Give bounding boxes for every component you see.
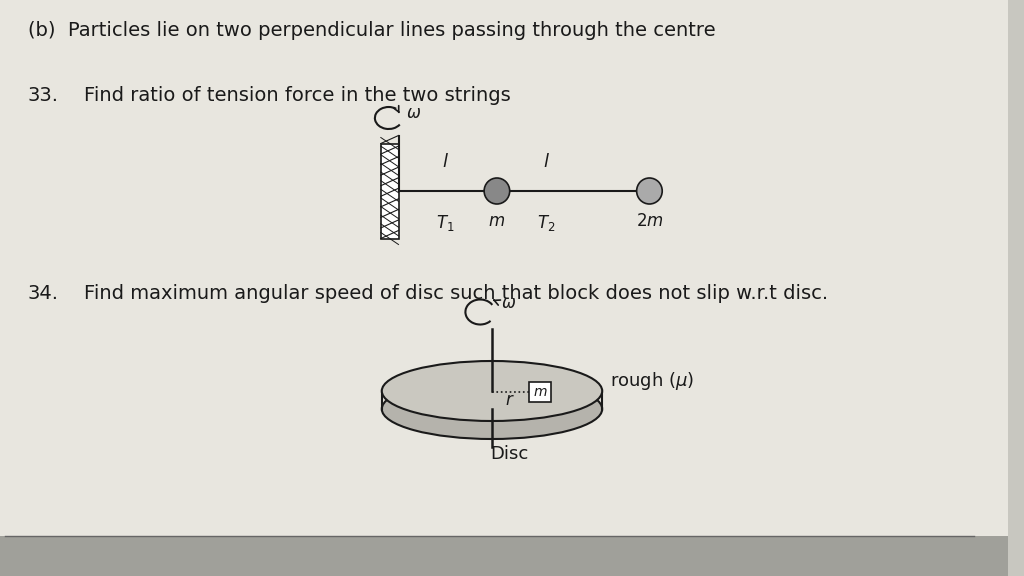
Text: $T_1$: $T_1$ <box>436 213 455 233</box>
Text: $l$: $l$ <box>442 153 450 171</box>
Text: $m$: $m$ <box>532 385 548 399</box>
Ellipse shape <box>382 361 602 421</box>
Text: Find ratio of tension force in the two strings: Find ratio of tension force in the two s… <box>84 86 510 105</box>
Bar <box>0 536 1008 576</box>
Text: rough ($\mu$): rough ($\mu$) <box>610 370 694 392</box>
Text: 33.: 33. <box>28 86 58 105</box>
Text: 34.: 34. <box>28 284 58 303</box>
Text: (b)  Particles lie on two perpendicular lines passing through the centre: (b) Particles lie on two perpendicular l… <box>28 21 715 40</box>
Ellipse shape <box>382 379 602 439</box>
FancyBboxPatch shape <box>529 382 551 402</box>
Text: $m$: $m$ <box>488 213 506 230</box>
Text: Find maximum angular speed of disc such that block does not slip w.r.t disc.: Find maximum angular speed of disc such … <box>84 284 827 303</box>
Text: $\omega$: $\omega$ <box>501 295 516 313</box>
Text: $2m$: $2m$ <box>636 213 664 230</box>
Text: $l$: $l$ <box>543 153 550 171</box>
Circle shape <box>484 178 510 204</box>
Text: $\omega$: $\omega$ <box>407 104 422 122</box>
Bar <box>381 143 398 238</box>
Text: Disc: Disc <box>490 445 528 463</box>
Circle shape <box>637 178 663 204</box>
Text: $r$: $r$ <box>505 392 514 409</box>
Text: $T_2$: $T_2$ <box>537 213 555 233</box>
